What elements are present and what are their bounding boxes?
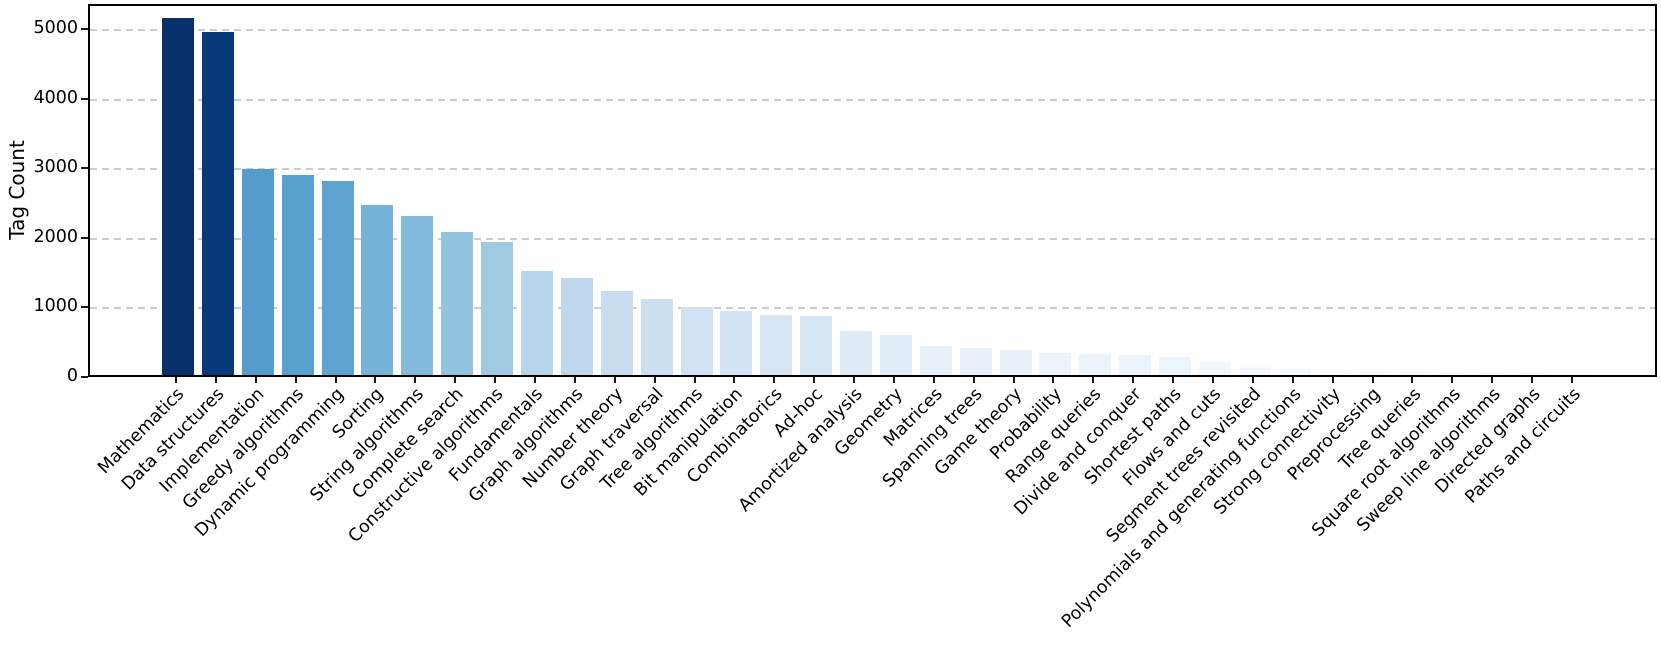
y-tick-mark-2000 bbox=[81, 236, 88, 239]
y-tick-label-1000: 1000 bbox=[33, 296, 78, 317]
y-tick-label-5000: 5000 bbox=[33, 18, 78, 39]
bar-flows-and-cuts bbox=[1199, 362, 1232, 375]
x-tick-mark-probability bbox=[1052, 377, 1055, 383]
bar-geometry bbox=[879, 334, 912, 375]
bar-strong-connectivity bbox=[1318, 371, 1351, 375]
x-tick-mark-data-structures bbox=[214, 377, 217, 383]
y-tick-mark-5000 bbox=[81, 28, 88, 31]
x-tick-mark-shortest-paths bbox=[1172, 377, 1175, 383]
x-tick-mark-range-queries bbox=[1092, 377, 1095, 383]
bar-bit-manipulation bbox=[720, 311, 753, 375]
x-tick-mark-divide-and-conquer bbox=[1132, 377, 1135, 383]
x-tick-mark-polynomials-and-generating-functions bbox=[1291, 377, 1294, 383]
gridline-1000 bbox=[90, 307, 1655, 310]
x-tick-mark-matrices bbox=[932, 377, 935, 383]
bar-square-root-algorithms bbox=[1438, 372, 1471, 375]
x-tick-mark-string-algorithms bbox=[414, 377, 417, 383]
bar-data-structures bbox=[201, 31, 234, 375]
bar-mathematics bbox=[162, 17, 194, 375]
bar-probability bbox=[1039, 352, 1072, 375]
y-tick-mark-1000 bbox=[81, 306, 88, 309]
bar-implementation bbox=[241, 169, 274, 375]
x-tick-mark-implementation bbox=[254, 377, 257, 383]
x-tick-mark-fundamentals bbox=[533, 377, 536, 383]
x-tick-mark-sweep-line-algorithms bbox=[1491, 377, 1494, 383]
bar-range-queries bbox=[1079, 354, 1112, 375]
bar-constructive-algorithms bbox=[481, 242, 514, 375]
x-tick-mark-ad-hoc bbox=[813, 377, 816, 383]
bar-graph-algorithms bbox=[560, 278, 593, 375]
x-tick-mark-directed-graphs bbox=[1531, 377, 1534, 383]
bar-ad-hoc bbox=[800, 316, 833, 375]
bar-greedy-algorithms bbox=[281, 175, 314, 375]
bar-graph-traversal bbox=[640, 299, 673, 375]
x-tick-mark-constructive-algorithms bbox=[494, 377, 497, 383]
x-tick-mark-graph-traversal bbox=[653, 377, 656, 383]
bar-preprocessing bbox=[1358, 371, 1391, 375]
bar-matrices bbox=[919, 345, 952, 375]
bar-shortest-paths bbox=[1159, 356, 1192, 375]
y-tick-label-0: 0 bbox=[66, 366, 78, 386]
x-tick-mark-bit-manipulation bbox=[733, 377, 736, 383]
x-tick-mark-number-theory bbox=[613, 377, 616, 383]
y-tick-mark-3000 bbox=[81, 167, 88, 170]
x-tick-mark-combinatorics bbox=[773, 377, 776, 383]
bar-tree-algorithms bbox=[680, 306, 713, 375]
bar-string-algorithms bbox=[401, 215, 434, 375]
bar-sorting bbox=[361, 204, 394, 375]
x-tick-mark-paths-and-circuits bbox=[1571, 377, 1573, 383]
bar-sweep-line-algorithms bbox=[1478, 372, 1511, 375]
x-tick-mark-square-root-algorithms bbox=[1451, 377, 1454, 383]
bar-segment-trees-revisited bbox=[1238, 366, 1271, 375]
x-tick-mark-tree-algorithms bbox=[693, 377, 696, 383]
bar-spanning-trees bbox=[959, 348, 992, 375]
y-tick-label-4000: 4000 bbox=[33, 87, 78, 108]
x-tick-mark-segment-trees-revisited bbox=[1251, 377, 1254, 383]
x-tick-mark-greedy-algorithms bbox=[294, 377, 297, 383]
y-tick-label-2000: 2000 bbox=[33, 226, 78, 247]
x-tick-mark-dynamic-programming bbox=[334, 377, 337, 383]
x-tick-mark-preprocessing bbox=[1371, 377, 1374, 383]
x-tick-mark-spanning-trees bbox=[972, 377, 975, 383]
gridline-2000 bbox=[90, 237, 1655, 240]
gridline-3000 bbox=[90, 168, 1655, 171]
x-tick-mark-flows-and-cuts bbox=[1212, 377, 1215, 383]
bar-tree-queries bbox=[1398, 372, 1431, 375]
bar-game-theory bbox=[999, 349, 1032, 375]
x-tick-mark-sorting bbox=[374, 377, 377, 383]
bar-dynamic-programming bbox=[321, 181, 354, 375]
bar-number-theory bbox=[600, 290, 633, 375]
bar-paths-and-circuits bbox=[1558, 373, 1590, 375]
y-tick-label-3000: 3000 bbox=[33, 157, 78, 178]
bar-fundamentals bbox=[520, 270, 553, 375]
x-tick-mark-geometry bbox=[892, 377, 895, 383]
y-axis-label: Tag Count bbox=[5, 140, 29, 240]
gridline-4000 bbox=[90, 98, 1655, 101]
bar-divide-and-conquer bbox=[1119, 355, 1152, 375]
x-tick-mark-mathematics bbox=[175, 377, 177, 383]
x-tick-mark-graph-algorithms bbox=[573, 377, 576, 383]
bar-polynomials-and-generating-functions bbox=[1278, 368, 1311, 375]
x-tick-mark-complete-search bbox=[454, 377, 457, 383]
x-tick-mark-strong-connectivity bbox=[1331, 377, 1334, 383]
x-tick-mark-game-theory bbox=[1012, 377, 1015, 383]
x-tick-mark-tree-queries bbox=[1411, 377, 1414, 383]
y-tick-mark-4000 bbox=[81, 97, 88, 100]
gridline-5000 bbox=[90, 29, 1655, 32]
bar-combinatorics bbox=[760, 315, 793, 375]
bar-complete-search bbox=[441, 231, 474, 375]
bar-directed-graphs bbox=[1518, 373, 1551, 375]
plot-area bbox=[88, 4, 1657, 377]
x-tick-mark-amortized-analysis bbox=[853, 377, 856, 383]
y-tick-mark-0 bbox=[81, 376, 88, 378]
bar-amortized-analysis bbox=[840, 330, 873, 375]
